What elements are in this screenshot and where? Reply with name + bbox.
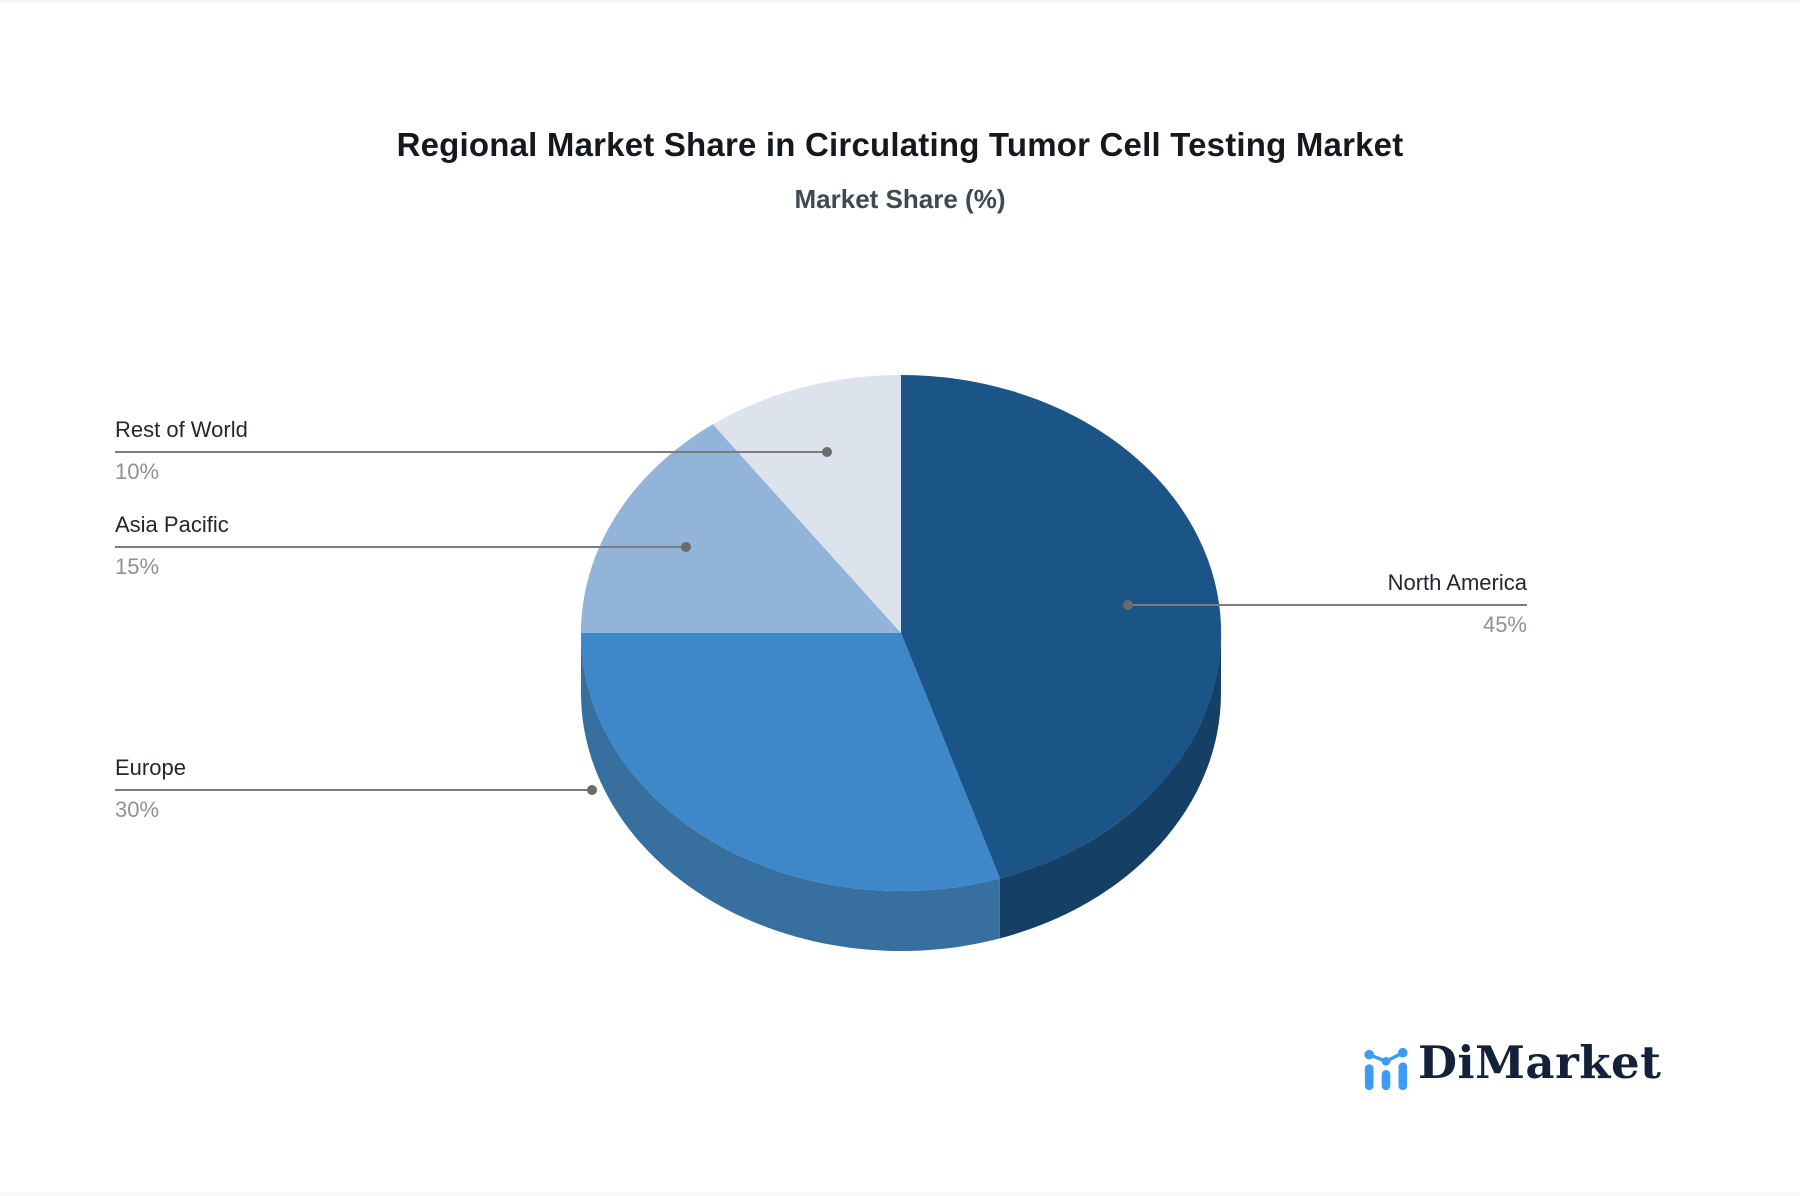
pie-slice-asia-pacific <box>581 424 901 633</box>
pie-slice-side-europe <box>580 633 1000 952</box>
bar-line-chart-icon <box>1364 1047 1408 1091</box>
slice-value-north-america: 45% <box>1482 612 1527 637</box>
slice-label-asia-pacific: Asia Pacific <box>115 512 229 537</box>
slice-label-rest-of-world: Rest of World <box>115 417 248 442</box>
pie-slice-rest-of-world <box>712 375 901 633</box>
pie-slice-north-america <box>901 374 1222 879</box>
chart-subtitle: Market Share (%) <box>794 184 1006 214</box>
pie-slice-side-north-america <box>999 633 1221 939</box>
leader-dot <box>1123 600 1133 610</box>
bottom-edge-strip <box>0 1192 1800 1196</box>
slice-label-north-america: North America <box>1387 570 1527 595</box>
slice-value-rest-of-world: 10% <box>115 459 160 484</box>
leader-dot <box>587 785 597 795</box>
leader-dot <box>822 447 832 457</box>
leader-dot <box>681 542 691 552</box>
slice-label-europe: Europe <box>115 755 186 780</box>
top-edge-strip <box>0 0 1800 3</box>
pie-slice-europe <box>580 633 1000 892</box>
chart-title: Regional Market Share in Circulating Tum… <box>396 126 1404 163</box>
slice-value-asia-pacific: 15% <box>115 554 160 579</box>
slice-value-europe: 30% <box>115 797 160 822</box>
brand-logo: DiMarket <box>1362 1038 1661 1094</box>
brand-logo-text: DiMarket <box>1418 1036 1662 1089</box>
